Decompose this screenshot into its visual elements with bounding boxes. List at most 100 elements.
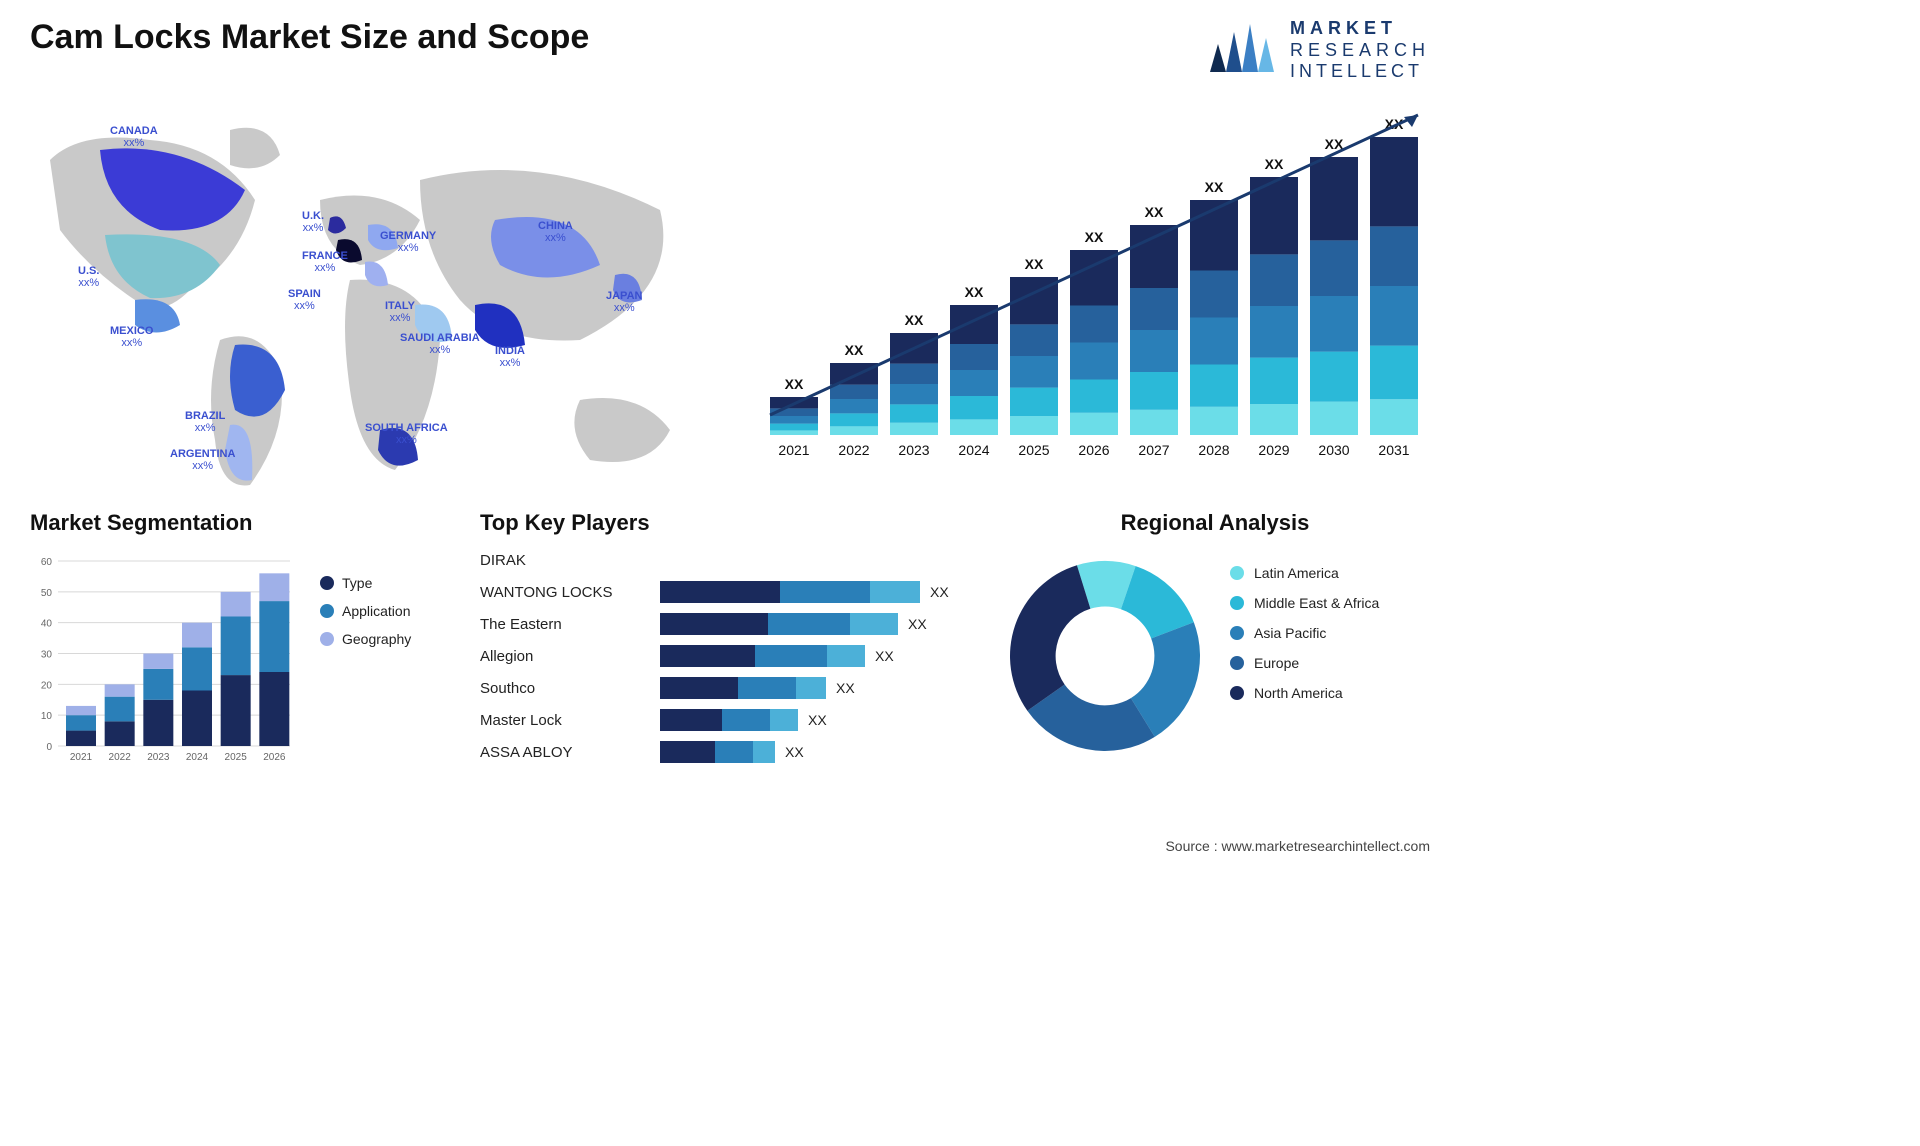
svg-text:XX: XX	[1145, 204, 1164, 220]
player-row: DIRAK	[480, 544, 980, 576]
legend-item: Latin America	[1230, 565, 1379, 581]
map-label-spain: SPAINxx%	[288, 288, 321, 312]
map-label-brazil: BRAZILxx%	[185, 410, 225, 434]
logo-text: MARKET RESEARCH INTELLECT	[1290, 18, 1430, 83]
regional-section: Regional Analysis Latin America Middle Ea…	[1000, 510, 1430, 766]
svg-text:2022: 2022	[109, 752, 132, 763]
segmentation-legend: TypeApplicationGeography	[320, 575, 411, 659]
player-value: XX	[785, 744, 804, 760]
map-label-saudiarabia: SAUDI ARABIAxx%	[400, 332, 480, 356]
forecast-bar-chart: XX 2021 XX 2022 XX 2023 XX 2024 XX 2025 XX 2026 XX 20…	[750, 95, 1430, 475]
svg-text:2030: 2030	[1318, 442, 1349, 458]
legend-item: Middle East & Africa	[1230, 595, 1379, 611]
map-label-us: U.S.xx%	[78, 265, 99, 289]
map-label-france: FRANCExx%	[302, 250, 348, 274]
player-name: ASSA ABLOY	[480, 744, 660, 761]
player-value: XX	[930, 584, 949, 600]
regional-title: Regional Analysis	[1000, 510, 1430, 536]
players-section: Top Key Players DIRAKWANTONG LOCKSXXThe …	[480, 510, 980, 768]
svg-text:2021: 2021	[70, 752, 93, 763]
player-name: Allegion	[480, 648, 660, 665]
svg-text:2031: 2031	[1378, 442, 1409, 458]
svg-text:2024: 2024	[958, 442, 989, 458]
svg-text:60: 60	[41, 557, 53, 568]
svg-text:2024: 2024	[186, 752, 209, 763]
page-title: Cam Locks Market Size and Scope	[30, 18, 589, 57]
segmentation-title: Market Segmentation	[30, 510, 460, 536]
legend-item: Type	[320, 575, 411, 591]
players-list: DIRAKWANTONG LOCKSXXThe EasternXXAllegio…	[480, 544, 980, 768]
svg-text:2022: 2022	[838, 442, 869, 458]
segmentation-section: Market Segmentation 0 10 20 30 40 50 60 2021 202…	[30, 510, 460, 776]
map-label-japan: JAPANxx%	[606, 290, 642, 314]
svg-text:30: 30	[41, 650, 53, 661]
svg-text:50: 50	[41, 588, 53, 599]
svg-text:2023: 2023	[147, 752, 170, 763]
svg-text:0: 0	[46, 742, 52, 753]
legend-item: Application	[320, 603, 411, 619]
map-label-italy: ITALYxx%	[385, 300, 415, 324]
player-value: XX	[808, 712, 827, 728]
player-name: Master Lock	[480, 712, 660, 729]
source-text: Source : www.marketresearchintellect.com	[1165, 838, 1430, 854]
logo-line3: INTELLECT	[1290, 61, 1430, 83]
logo-icon	[1208, 22, 1278, 78]
svg-text:2023: 2023	[898, 442, 929, 458]
svg-text:10: 10	[41, 711, 53, 722]
svg-text:XX: XX	[965, 284, 984, 300]
svg-text:40: 40	[41, 619, 53, 630]
player-bar	[660, 645, 865, 667]
player-value: XX	[908, 616, 927, 632]
svg-text:2026: 2026	[1078, 442, 1109, 458]
map-label-mexico: MEXICOxx%	[110, 325, 153, 349]
player-value: XX	[875, 648, 894, 664]
legend-item: Europe	[1230, 655, 1379, 671]
map-label-germany: GERMANYxx%	[380, 230, 436, 254]
player-name: Southco	[480, 680, 660, 697]
player-name: DIRAK	[480, 552, 660, 569]
svg-text:2025: 2025	[225, 752, 248, 763]
player-bar	[660, 741, 775, 763]
svg-text:20: 20	[41, 680, 53, 691]
player-bar	[660, 613, 898, 635]
logo-line2: RESEARCH	[1290, 40, 1430, 62]
player-row: Master Lock XX	[480, 704, 980, 736]
player-row: The Eastern XX	[480, 608, 980, 640]
legend-item: North America	[1230, 685, 1379, 701]
player-bar	[660, 709, 798, 731]
svg-text:XX: XX	[1025, 256, 1044, 272]
svg-text:XX: XX	[845, 342, 864, 358]
map-label-canada: CANADAxx%	[110, 125, 158, 149]
svg-text:2021: 2021	[778, 442, 809, 458]
svg-text:XX: XX	[1085, 229, 1104, 245]
svg-text:XX: XX	[785, 376, 804, 392]
regional-donut	[1000, 551, 1210, 761]
regional-legend: Latin America Middle East & Africa Asia Pa…	[1230, 565, 1379, 715]
legend-item: Asia Pacific	[1230, 625, 1379, 641]
player-row: Allegion XX	[480, 640, 980, 672]
player-name: WANTONG LOCKS	[480, 584, 660, 601]
map-label-uk: U.K.xx%	[302, 210, 324, 234]
map-label-india: INDIAxx%	[495, 345, 525, 369]
svg-text:XX: XX	[905, 312, 924, 328]
player-value: XX	[836, 680, 855, 696]
player-row: Southco XX	[480, 672, 980, 704]
player-row: ASSA ABLOY XX	[480, 736, 980, 768]
logo-line1: MARKET	[1290, 18, 1430, 40]
map-label-southafrica: SOUTH AFRICAxx%	[365, 422, 448, 446]
svg-text:2029: 2029	[1258, 442, 1289, 458]
player-bar	[660, 581, 920, 603]
segmentation-chart: 0 10 20 30 40 50 60 2021 2022 2023 2024 2025 2026	[30, 551, 300, 771]
svg-text:2026: 2026	[263, 752, 286, 763]
svg-text:2028: 2028	[1198, 442, 1229, 458]
brand-logo: MARKET RESEARCH INTELLECT	[1208, 18, 1430, 83]
player-bar	[660, 677, 826, 699]
svg-text:2025: 2025	[1018, 442, 1049, 458]
player-name: The Eastern	[480, 616, 660, 633]
players-title: Top Key Players	[480, 510, 980, 536]
svg-text:XX: XX	[1205, 179, 1224, 195]
svg-text:XX: XX	[1265, 156, 1284, 172]
world-map: CANADAxx%U.S.xx%MEXICOxx%BRAZILxx%ARGENT…	[20, 90, 720, 490]
player-row: WANTONG LOCKS XX	[480, 576, 980, 608]
map-label-china: CHINAxx%	[538, 220, 573, 244]
